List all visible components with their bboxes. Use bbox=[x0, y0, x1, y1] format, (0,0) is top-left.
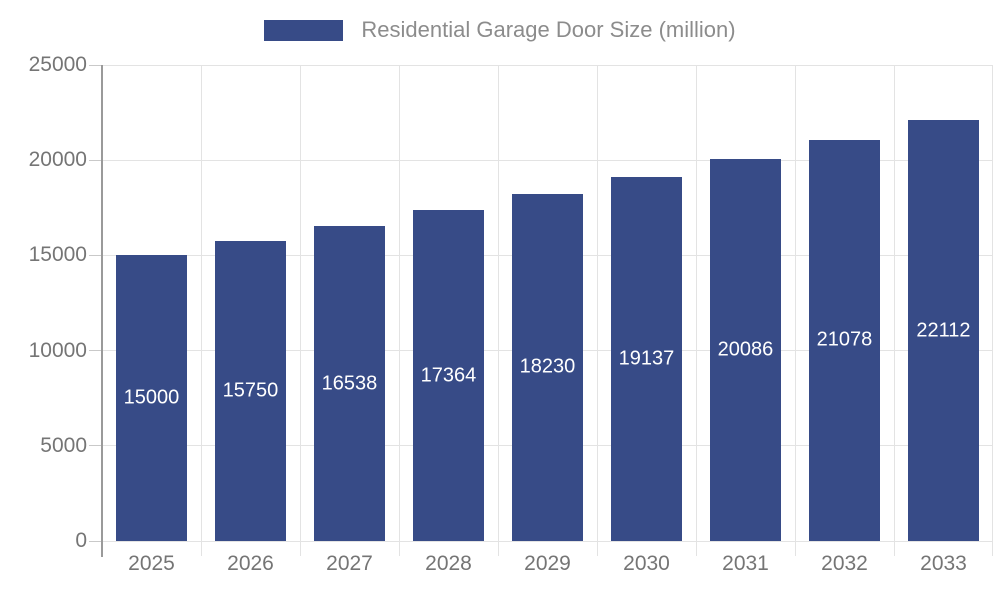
x-axis-label-2033: 2033 bbox=[920, 552, 967, 575]
category-boundary-line bbox=[893, 65, 895, 556]
bar-value-label: 16538 bbox=[321, 372, 378, 395]
bar-value-label: 18230 bbox=[519, 355, 576, 378]
bar-2028[interactable]: 17364 bbox=[412, 210, 485, 541]
x-axis-label-2026: 2026 bbox=[227, 552, 274, 575]
y-axis-label-25000: 25000 bbox=[28, 53, 87, 76]
bar-value-label: 15750 bbox=[222, 379, 279, 402]
category-boundary-line bbox=[398, 65, 400, 556]
bar-2031[interactable]: 20086 bbox=[709, 158, 782, 541]
y-axis-label-20000: 20000 bbox=[28, 148, 87, 172]
bar-value-label: 15000 bbox=[123, 386, 180, 409]
category-boundary-line bbox=[200, 65, 202, 556]
x-axis-label-2032: 2032 bbox=[821, 552, 868, 575]
y-axis-tick-0 bbox=[89, 540, 102, 542]
bar-value-label: 21078 bbox=[816, 328, 873, 351]
category-boundary-line bbox=[497, 65, 499, 556]
y-axis-tick-25000 bbox=[89, 64, 102, 66]
y-axis-line bbox=[101, 65, 103, 557]
x-axis-label-2030: 2030 bbox=[623, 552, 670, 575]
category-boundary-line bbox=[695, 65, 697, 556]
bar-2026[interactable]: 15750 bbox=[214, 241, 287, 541]
bar-2029[interactable]: 18230 bbox=[511, 193, 584, 541]
x-axis-label-2027: 2027 bbox=[326, 552, 373, 575]
category-boundary-line bbox=[992, 65, 993, 556]
y-axis-tick-20000 bbox=[89, 159, 102, 161]
bar-2033[interactable]: 22112 bbox=[907, 120, 980, 541]
bar-value-label: 22112 bbox=[916, 319, 971, 341]
gridline-0 bbox=[102, 540, 993, 542]
category-boundary-line bbox=[794, 65, 796, 556]
bar-2032[interactable]: 21078 bbox=[808, 139, 881, 541]
x-axis-label-2029: 2029 bbox=[524, 552, 571, 575]
gridline-25000 bbox=[102, 64, 993, 66]
y-axis-tick-10000 bbox=[89, 350, 102, 352]
y-axis-label-5000: 5000 bbox=[40, 433, 87, 457]
x-axis-label-2031: 2031 bbox=[722, 552, 769, 575]
y-axis-label-10000: 10000 bbox=[28, 338, 87, 362]
legend-label: Residential Garage Door Size (million) bbox=[361, 17, 736, 42]
bar-value-label: 20086 bbox=[717, 338, 774, 361]
bar-2025[interactable]: 15000 bbox=[115, 255, 188, 541]
bar-value-label: 17364 bbox=[420, 364, 477, 387]
y-axis-label-15000: 15000 bbox=[28, 243, 87, 267]
y-axis-label-0: 0 bbox=[75, 529, 87, 552]
legend-swatch-icon bbox=[264, 19, 344, 41]
category-boundary-line bbox=[596, 65, 598, 556]
gridline-20000 bbox=[102, 159, 993, 161]
category-boundary-line bbox=[299, 65, 301, 556]
x-axis-label-2028: 2028 bbox=[425, 552, 472, 575]
legend[interactable]: Residential Garage Door Size (million) bbox=[0, 14, 1000, 46]
x-axis-label-2025: 2025 bbox=[128, 552, 175, 575]
plot-area: 15000 15750 16538 17364 18230 19137 20086 21078… bbox=[89, 64, 993, 557]
y-axis-tick-15000 bbox=[89, 254, 102, 256]
bar-2030[interactable]: 19137 bbox=[610, 176, 683, 541]
bar-2027[interactable]: 16538 bbox=[313, 226, 386, 541]
bar-value-label: 19137 bbox=[618, 347, 675, 370]
y-axis-tick-5000 bbox=[89, 445, 102, 447]
